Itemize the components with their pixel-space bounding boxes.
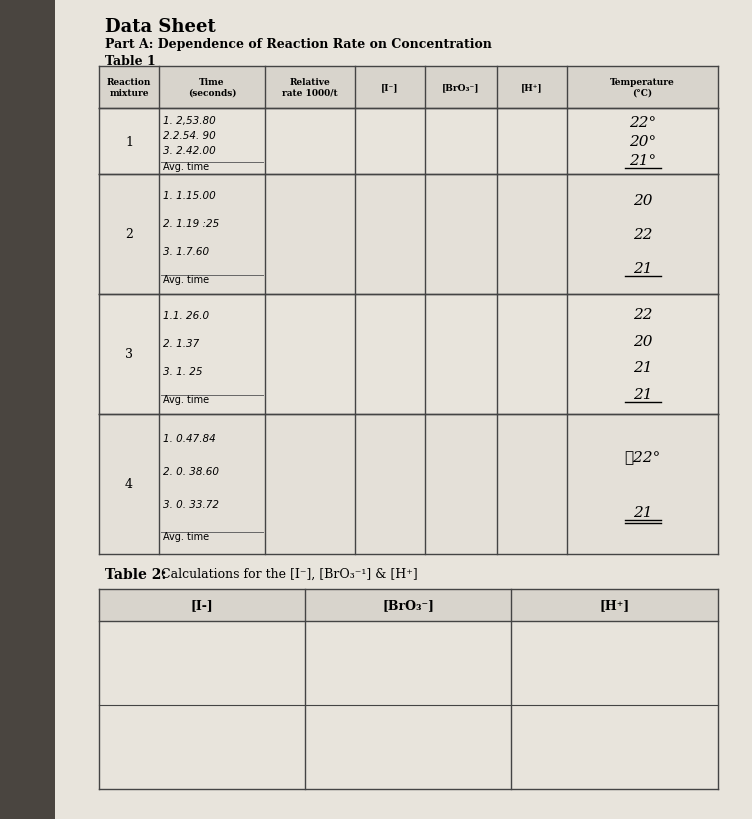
- Text: [BrO₃⁻]: [BrO₃⁻]: [382, 599, 434, 612]
- Text: 20: 20: [632, 193, 652, 207]
- Text: [I-]: [I-]: [190, 599, 214, 612]
- Text: 21: 21: [632, 387, 652, 401]
- Text: 3. 0. 33.72: 3. 0. 33.72: [163, 499, 219, 509]
- Text: Reaction
mixture: Reaction mixture: [107, 78, 151, 97]
- Text: Avg. time: Avg. time: [163, 161, 209, 171]
- Text: 1: 1: [125, 135, 133, 148]
- Text: 4: 4: [125, 478, 133, 491]
- FancyBboxPatch shape: [99, 414, 718, 554]
- Text: [I⁻]: [I⁻]: [381, 84, 399, 93]
- Text: Data Sheet: Data Sheet: [105, 18, 216, 36]
- Text: 3. 1. 25: 3. 1. 25: [163, 366, 202, 376]
- Text: 2.2.54. 90: 2.2.54. 90: [163, 131, 216, 141]
- Text: 3. 1.7.60: 3. 1.7.60: [163, 247, 209, 256]
- Text: Table 1: Table 1: [105, 55, 156, 68]
- Text: 22: 22: [632, 228, 652, 242]
- Text: Time
(seconds): Time (seconds): [188, 78, 236, 97]
- FancyBboxPatch shape: [99, 109, 718, 174]
- Text: Calculations for the [I⁻], [BrO₃⁻¹] & [H⁺]: Calculations for the [I⁻], [BrO₃⁻¹] & [H…: [157, 568, 418, 581]
- Text: 3: 3: [125, 348, 133, 361]
- Text: 1. 0.47.84: 1. 0.47.84: [163, 434, 216, 444]
- Text: [BrO₃⁻]: [BrO₃⁻]: [442, 84, 480, 93]
- Text: Avg. time: Avg. time: [163, 532, 209, 541]
- Text: 2. 0. 38.60: 2. 0. 38.60: [163, 466, 219, 477]
- FancyBboxPatch shape: [99, 295, 718, 414]
- Text: 21: 21: [632, 361, 652, 375]
- FancyBboxPatch shape: [55, 0, 752, 819]
- Text: Relative
rate 1000/t: Relative rate 1000/t: [282, 78, 338, 97]
- Text: ℨ22°: ℨ22°: [624, 450, 660, 464]
- Text: Avg. time: Avg. time: [163, 394, 209, 404]
- Text: 1. 2,53.80: 1. 2,53.80: [163, 115, 216, 125]
- Text: [H⁺]: [H⁺]: [599, 599, 629, 612]
- Text: 2. 1.19 :25: 2. 1.19 :25: [163, 219, 220, 229]
- Text: Temperature
(°C): Temperature (°C): [610, 78, 675, 97]
- Text: 20°: 20°: [629, 135, 656, 149]
- Text: 3. 2.42.00: 3. 2.42.00: [163, 146, 216, 156]
- Text: 22: 22: [632, 308, 652, 322]
- Text: [H⁺]: [H⁺]: [521, 84, 543, 93]
- Text: Avg. time: Avg. time: [163, 274, 209, 284]
- Text: 21: 21: [632, 505, 652, 519]
- Text: 1.1. 26.0: 1.1. 26.0: [163, 310, 209, 320]
- FancyBboxPatch shape: [99, 67, 718, 109]
- Text: Table 2:: Table 2:: [105, 568, 166, 581]
- Text: 2: 2: [125, 229, 133, 242]
- Text: Part A: Dependence of Reaction Rate on Concentration: Part A: Dependence of Reaction Rate on C…: [105, 38, 492, 51]
- FancyBboxPatch shape: [99, 174, 718, 295]
- Text: 22°: 22°: [629, 116, 656, 130]
- Text: 2. 1.37: 2. 1.37: [163, 338, 199, 348]
- Text: 21°: 21°: [629, 154, 656, 168]
- Text: 21: 21: [632, 262, 652, 276]
- FancyBboxPatch shape: [99, 590, 718, 622]
- Text: 1. 1.15.00: 1. 1.15.00: [163, 191, 216, 201]
- FancyBboxPatch shape: [0, 0, 55, 819]
- Text: 20: 20: [632, 334, 652, 348]
